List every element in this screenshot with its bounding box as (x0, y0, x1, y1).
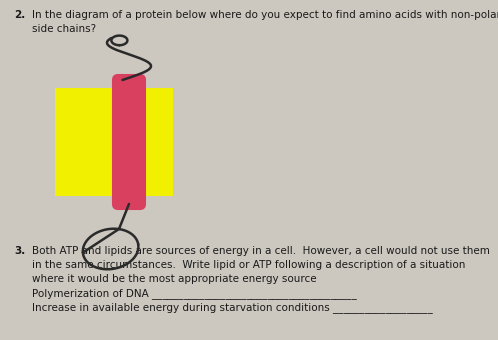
FancyBboxPatch shape (113, 75, 145, 209)
Text: side chains?: side chains? (32, 24, 96, 34)
Text: Polymerization of DNA _______________________________________: Polymerization of DNA __________________… (32, 288, 357, 299)
Bar (55, 88, 173, 196)
Text: In the diagram of a protein below where do you expect to find amino acids with n: In the diagram of a protein below where … (32, 10, 498, 20)
Text: where it would be the most appropriate energy source: where it would be the most appropriate e… (32, 274, 317, 284)
Text: 3.: 3. (14, 246, 25, 256)
Text: in the same circumstances.  Write lipid or ATP following a description of a situ: in the same circumstances. Write lipid o… (32, 260, 465, 270)
Text: Both ATP and lipids are sources of energy in a cell.  However, a cell would not : Both ATP and lipids are sources of energ… (32, 246, 490, 256)
Text: Increase in available energy during starvation conditions ___________________: Increase in available energy during star… (32, 302, 433, 313)
Text: 2.: 2. (14, 10, 25, 20)
